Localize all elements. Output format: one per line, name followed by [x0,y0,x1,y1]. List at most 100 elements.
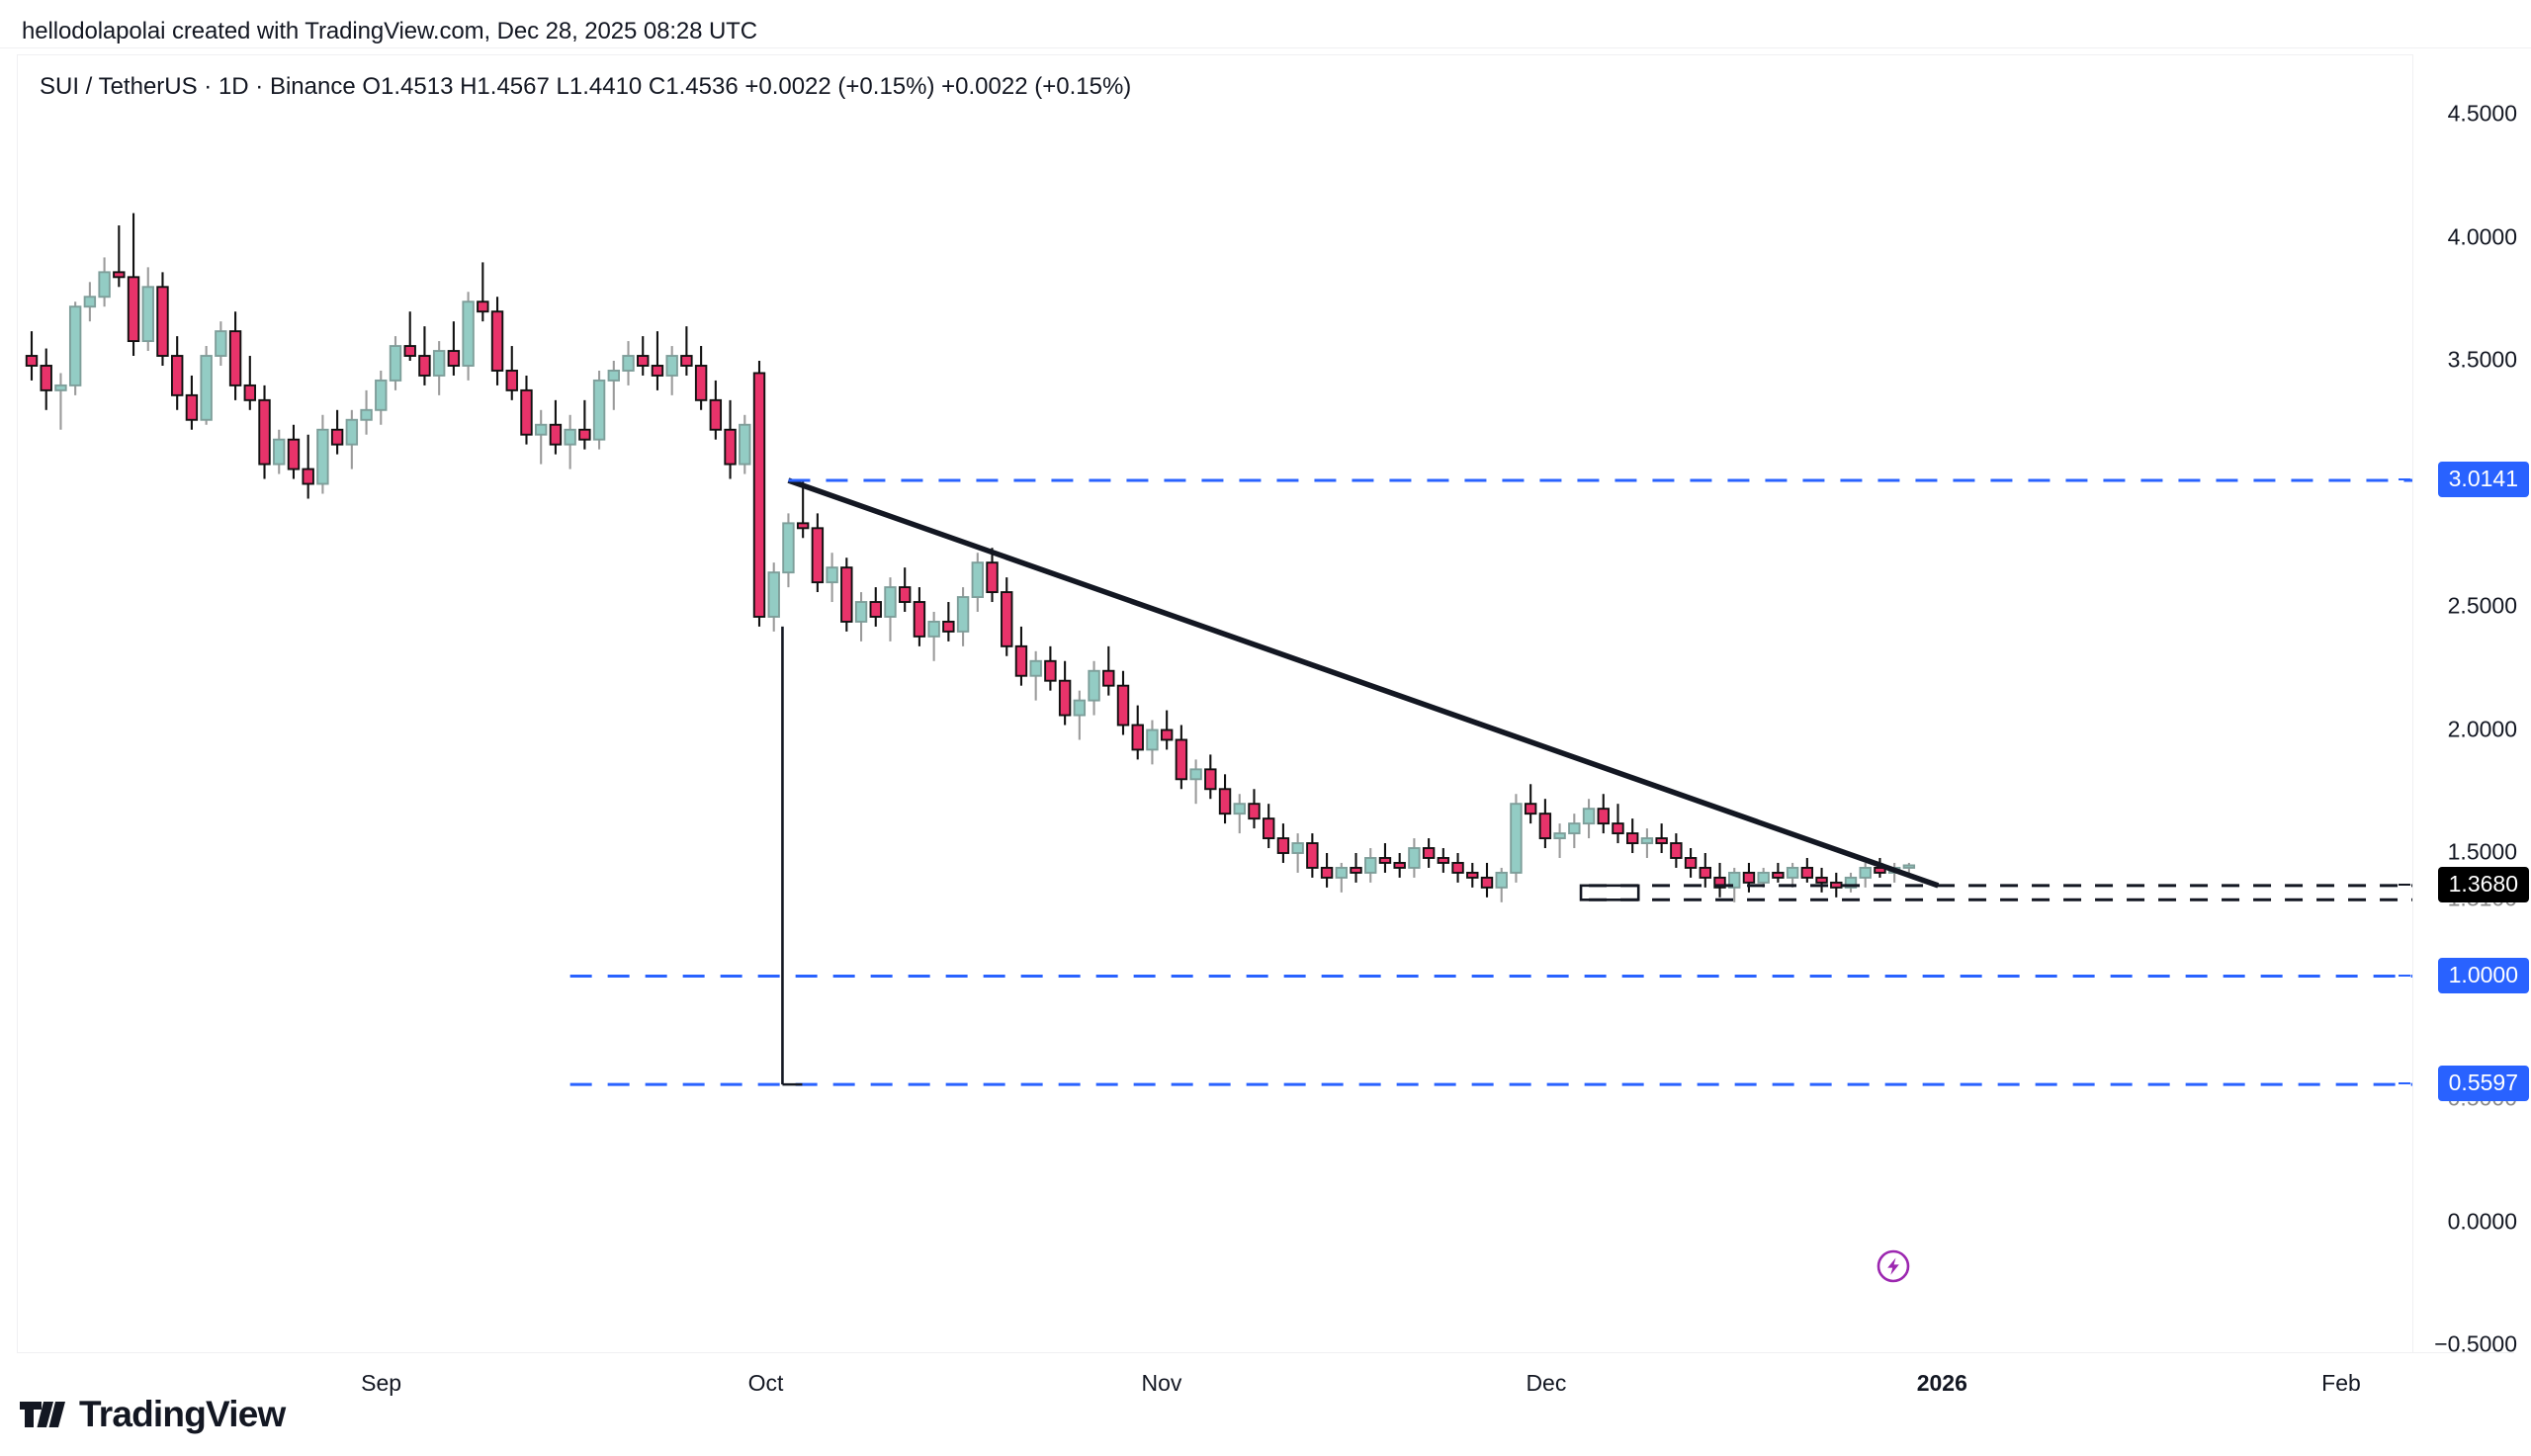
candle [40,348,52,410]
tradingview-footer[interactable]: TradingView [20,1394,286,1434]
header-divider [0,47,2531,48]
time-axis-tick: Nov [1141,1370,1182,1396]
time-axis-tick: Sep [361,1370,402,1396]
candle [767,562,780,632]
candle [54,373,67,430]
tradingview-wordmark: TradingView [79,1394,286,1434]
plot-area[interactable] [18,115,2430,1345]
candle [564,414,576,470]
candle [68,301,82,395]
time-axis-tick: Feb [2321,1370,2361,1396]
candle [796,478,810,539]
candle [1306,833,1319,878]
candle [578,399,591,450]
candle [622,341,635,385]
candle [927,611,940,661]
candle [1058,660,1072,726]
candle [1815,867,1828,893]
candle [1830,872,1843,898]
candle [1320,853,1334,888]
price-level-badge[interactable]: 1.0000 [2437,957,2529,993]
candle [273,429,286,474]
candle [1393,853,1406,878]
candle [1233,794,1246,834]
candle [403,311,416,361]
candle [1655,823,1668,853]
candle [680,326,693,376]
candle [98,257,111,307]
price-badge-tick [2399,974,2410,977]
candle [1713,862,1726,898]
candle [1625,818,1639,853]
candle [956,587,970,646]
candle [25,331,39,381]
candle [477,262,489,322]
price-badge-tick [2399,1082,2410,1085]
candle [215,321,227,366]
candle [1742,862,1756,893]
candle [986,548,999,603]
resistance-trendline[interactable] [787,477,1940,889]
candle [345,409,359,470]
candle [1859,862,1872,888]
candle [637,336,650,376]
candle [1597,794,1610,834]
candle [607,361,620,410]
candle [462,292,475,381]
candle [258,385,271,479]
chart-legend[interactable]: SUI / TetherUS · 1D · Binance O1.4513 H1… [40,73,1131,101]
candle [200,346,213,425]
price-badge-tick [2399,883,2410,886]
candle [971,553,984,612]
price-axis[interactable]: 4.50004.00003.50003.00002.50002.00001.50… [2399,54,2531,1357]
candle [83,282,97,322]
candle [1131,705,1144,760]
candle [287,424,301,479]
candle [375,370,388,425]
last-price-badge[interactable]: 1.3680 [2437,866,2529,902]
candlestick-svg [25,213,2430,1086]
price-axis-tick: 3.5000 [2447,346,2517,373]
candle [418,326,431,385]
candle [1495,867,1508,902]
candle [709,380,723,440]
time-axis-tick: 2026 [1916,1370,1967,1396]
candle [724,399,737,479]
candle [1175,725,1188,790]
tradingview-logo-icon [20,1401,65,1427]
legend-text: SUI / TetherUS · 1D · Binance O1.4513 H1… [40,73,1132,100]
candle [1844,872,1858,893]
candle [1102,645,1115,696]
candle [316,414,329,494]
candle [113,225,126,288]
candle [1451,853,1464,883]
candle [1568,814,1581,849]
support-zone-box[interactable] [1579,884,1640,901]
candle [185,375,199,430]
candle [1044,645,1057,691]
price-badge-tick [2399,477,2410,480]
candle [1510,794,1523,883]
candle [1422,838,1436,868]
candle [490,297,504,385]
price-level-badge[interactable]: 0.5597 [2437,1066,2529,1102]
candle [694,346,708,410]
candle [665,346,678,395]
price-level-badge[interactable]: 3.0141 [2437,461,2529,497]
candle [1480,862,1494,898]
time-axis-divider [17,1352,2514,1353]
candle [1014,626,1028,686]
candle [826,553,838,603]
time-axis[interactable]: Sep Oct Nov Dec 2026 Feb [17,1352,2514,1408]
price-axis-tick: 4.0000 [2447,223,2517,249]
candle [243,356,257,410]
candle [1553,823,1566,858]
candle [752,361,766,627]
candle [549,399,563,455]
candle [1364,848,1377,883]
candle [360,389,373,435]
candle [782,513,795,588]
candle [739,414,751,474]
lightning-bolt-icon[interactable] [1876,1248,1911,1284]
